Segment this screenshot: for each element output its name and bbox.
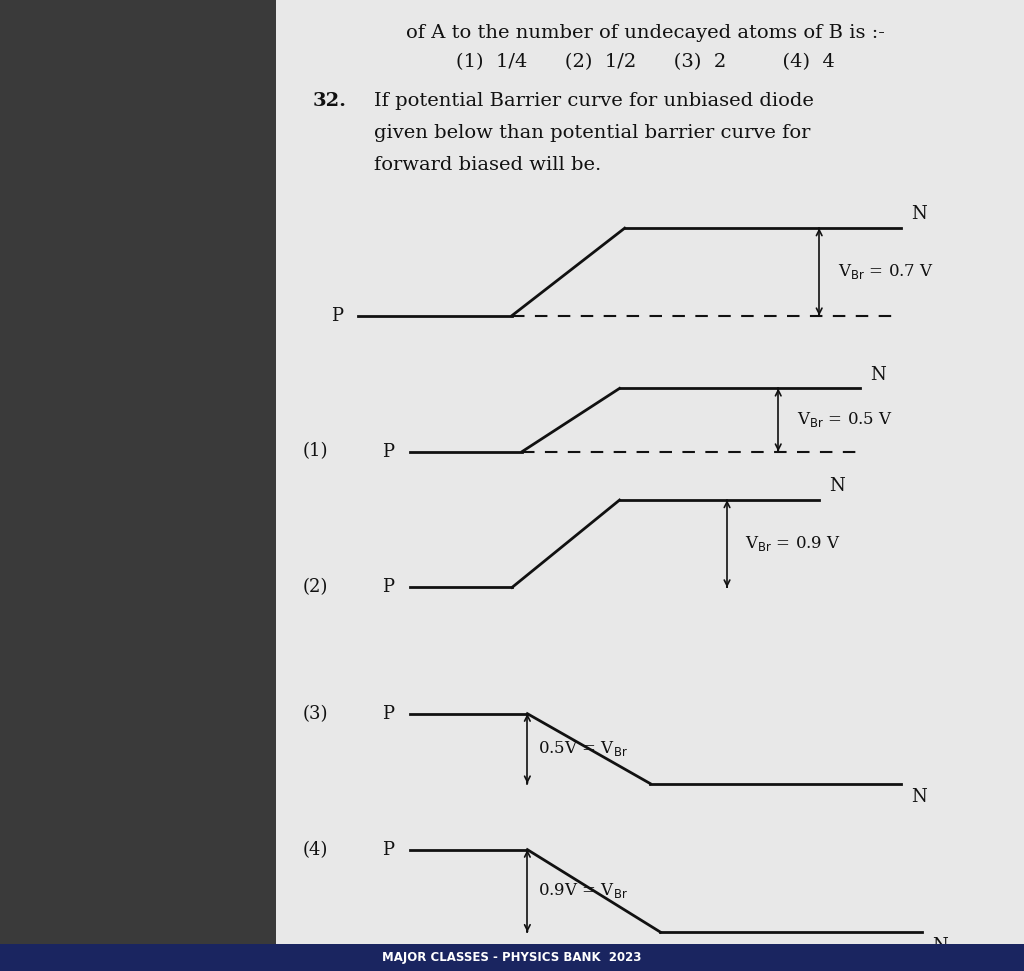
Text: given below than potential barrier curve for: given below than potential barrier curve…: [374, 124, 810, 143]
Text: (2): (2): [302, 579, 328, 596]
Text: MAJOR CLASSES - PHYSICS BANK  2023: MAJOR CLASSES - PHYSICS BANK 2023: [382, 951, 642, 964]
Bar: [0, 944, 1024, 971]
Text: 0.9V = V$_{\rm Br}$: 0.9V = V$_{\rm Br}$: [538, 882, 628, 900]
Text: of A to the number of undecayed atoms of B is :-: of A to the number of undecayed atoms of…: [406, 24, 885, 43]
Text: V$_{\rm Br}$ = 0.9 V: V$_{\rm Br}$ = 0.9 V: [745, 534, 842, 553]
Text: (3): (3): [302, 705, 328, 722]
Text: 32.: 32.: [312, 92, 346, 111]
Text: N: N: [911, 205, 927, 223]
Text: (1)  1/4      (2)  1/2      (3)  2         (4)  4: (1) 1/4 (2) 1/2 (3) 2 (4) 4: [456, 53, 835, 72]
Text: P: P: [331, 307, 343, 324]
Text: N: N: [932, 937, 947, 955]
Text: P: P: [382, 705, 394, 722]
Text: P: P: [382, 443, 394, 460]
Text: P: P: [382, 579, 394, 596]
Text: V$_{\rm Br}$ = 0.7 V: V$_{\rm Br}$ = 0.7 V: [838, 262, 934, 282]
Text: N: N: [870, 365, 886, 384]
Text: forward biased will be.: forward biased will be.: [374, 156, 601, 175]
Bar: [0, 0, 276, 971]
Text: If potential Barrier curve for unbiased diode: If potential Barrier curve for unbiased …: [374, 92, 814, 111]
Text: V$_{\rm Br}$ = 0.5 V: V$_{\rm Br}$ = 0.5 V: [797, 411, 893, 429]
Text: (1): (1): [302, 443, 328, 460]
Text: N: N: [829, 477, 845, 495]
Text: 0.5V = V$_{\rm Br}$: 0.5V = V$_{\rm Br}$: [538, 739, 628, 758]
Text: P: P: [382, 841, 394, 858]
Text: (4): (4): [302, 841, 328, 858]
Text: N: N: [911, 788, 927, 807]
